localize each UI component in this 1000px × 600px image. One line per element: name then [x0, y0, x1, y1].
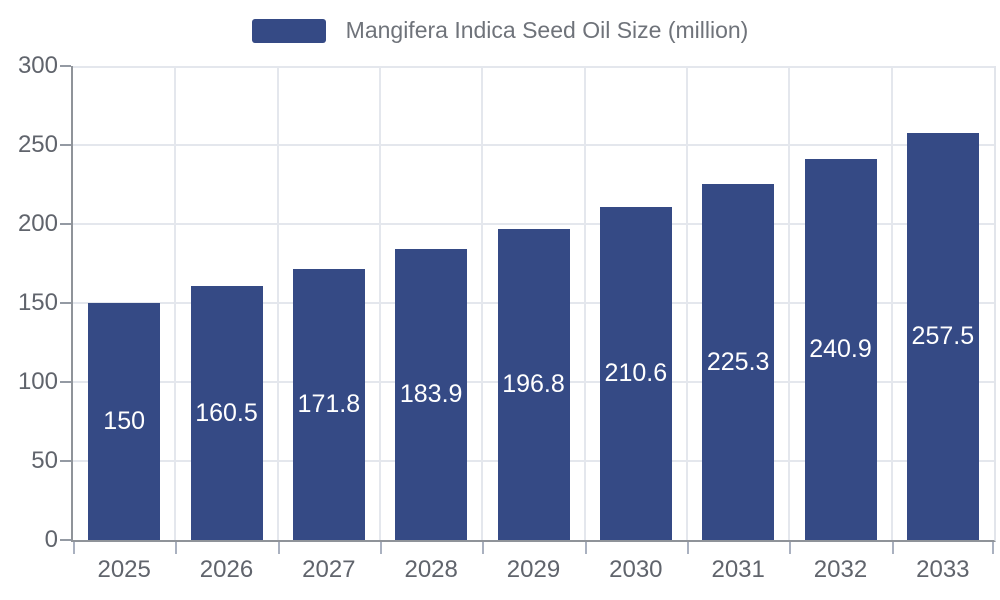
- bar-2027[interactable]: 171.8: [292, 268, 365, 540]
- bar-2031[interactable]: 225.3: [702, 184, 775, 540]
- x-axis-tick-label: 2029: [506, 556, 561, 583]
- bar-value-label: 240.9: [809, 335, 872, 364]
- y-axis-tick-label: 250: [17, 131, 58, 158]
- gridline-vertical: [686, 66, 688, 540]
- x-axis-tick: [789, 542, 792, 554]
- gridline-vertical: [788, 66, 791, 540]
- x-axis-tick-label: 2030: [609, 556, 663, 583]
- x-axis-tick: [687, 542, 689, 554]
- y-axis-tick: [60, 381, 71, 383]
- bar-value-label: 210.6: [604, 359, 668, 388]
- x-axis-tick-label: 2032: [813, 556, 868, 583]
- bar-2029[interactable]: 196.8: [497, 229, 570, 540]
- gridline-vertical: [174, 66, 177, 540]
- bar-value-label: 196.8: [502, 370, 565, 399]
- y-axis-tick: [60, 302, 71, 304]
- x-axis-tick: [584, 542, 587, 554]
- x-axis-tick: [277, 542, 280, 554]
- plot-area: 150 160.5 171.8 183.9 196.8 210.6 225.3 240.9 25…: [60, 65, 996, 554]
- bar-2026[interactable]: 160.5: [190, 286, 263, 540]
- y-axis-tick: [60, 144, 71, 146]
- bar-value-label: 150: [103, 407, 146, 435]
- legend[interactable]: Mangifera Indica Seed Oil Size (million): [0, 17, 1000, 44]
- gridline-horizontal: [73, 66, 994, 68]
- y-axis-tick: [60, 223, 71, 225]
- bar-2025[interactable]: 150: [88, 303, 161, 540]
- bar-value-label: 183.9: [399, 380, 463, 409]
- gridline-vertical: [583, 66, 586, 540]
- x-axis-tick-label: 2028: [404, 556, 458, 583]
- x-axis-tick-label: 2025: [97, 556, 151, 583]
- y-axis-tick: [60, 65, 71, 67]
- bar-value-label: 171.8: [297, 389, 361, 418]
- x-axis-tick-label: 2031: [711, 556, 765, 583]
- gridline-vertical: [379, 66, 381, 540]
- gridline-horizontal: [73, 223, 994, 225]
- y-axis-tick-label: 100: [17, 368, 58, 395]
- x-axis-tick-label: 2027: [302, 556, 356, 583]
- y-axis-tick: [60, 539, 71, 541]
- y-axis-tick-label: 150: [17, 289, 58, 316]
- y-axis-tick-label: 0: [44, 526, 58, 553]
- y-axis-tick: [60, 460, 71, 462]
- y-axis-tick-label: 50: [31, 447, 58, 474]
- x-axis-tick: [891, 542, 894, 554]
- legend-label: Mangifera Indica Seed Oil Size (million): [345, 17, 749, 43]
- gridline-horizontal: [73, 144, 994, 146]
- bar-2032[interactable]: 240.9: [804, 159, 877, 540]
- y-axis-tick-label: 200: [17, 210, 58, 237]
- x-axis-tick: [380, 542, 382, 554]
- x-axis-tick: [73, 542, 75, 554]
- bar-value-label: 225.3: [706, 347, 770, 376]
- x-axis-tick-label: 2033: [916, 556, 970, 583]
- gridline-vertical: [276, 66, 279, 540]
- gridline-vertical: [890, 66, 893, 540]
- bar-2033[interactable]: 257.5: [906, 133, 979, 540]
- bar-2028[interactable]: 183.9: [395, 249, 468, 540]
- y-axis-tick-label: 300: [17, 52, 58, 79]
- x-axis-tick: [992, 542, 994, 554]
- x-axis-tick: [175, 542, 178, 554]
- x-axis-tick: [482, 542, 485, 554]
- gridline-vertical: [481, 66, 484, 540]
- bar-2030[interactable]: 210.6: [599, 207, 672, 540]
- bar-value-label: 160.5: [195, 398, 258, 427]
- x-axis-tick-label: 2026: [199, 556, 254, 583]
- legend-swatch-icon: [251, 18, 326, 43]
- bar-value-label: 257.5: [911, 322, 975, 351]
